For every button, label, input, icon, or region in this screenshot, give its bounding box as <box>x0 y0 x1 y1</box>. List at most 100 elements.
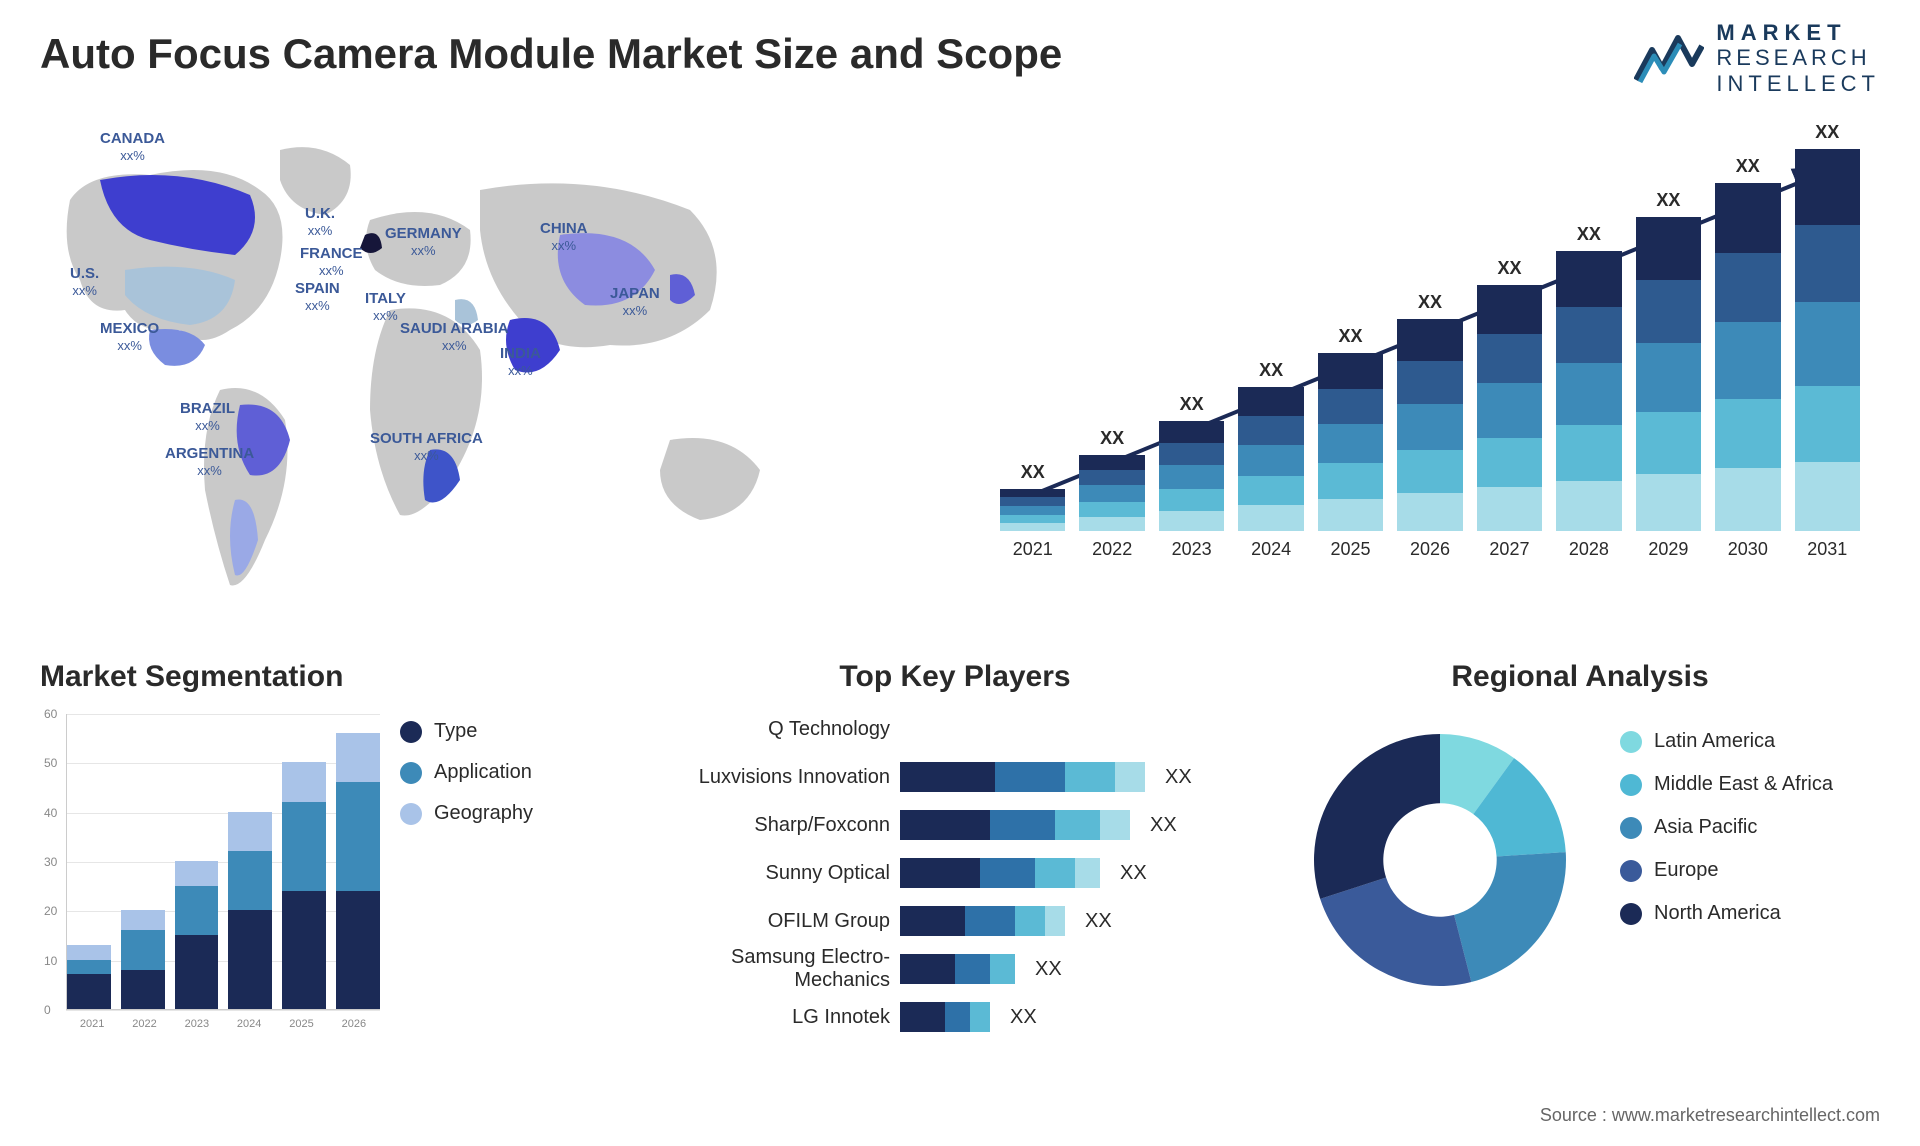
player-value: XX <box>1165 766 1192 789</box>
seg-bar <box>282 762 326 1009</box>
map-label: ARGENTINAxx% <box>165 445 254 479</box>
y-tick-label: 20 <box>44 904 57 918</box>
seg-bar <box>175 861 219 1009</box>
growth-year: 2021 <box>1013 539 1053 560</box>
growth-value: XX <box>1815 122 1839 143</box>
seg-segment <box>336 733 380 782</box>
map-label: FRANCExx% <box>300 245 363 279</box>
growth-segment <box>1636 217 1701 280</box>
growth-year: 2027 <box>1489 539 1529 560</box>
seg-segment <box>121 970 165 1009</box>
growth-segment <box>1159 511 1224 531</box>
player-name: Q Technology <box>640 718 890 741</box>
player-segment <box>995 762 1065 792</box>
map-label: MEXICOxx% <box>100 320 159 354</box>
player-segment <box>900 810 990 840</box>
player-segment <box>1035 858 1075 888</box>
legend-item: Latin America <box>1620 730 1833 753</box>
player-segment <box>1075 858 1100 888</box>
player-row: Luxvisions InnovationXX <box>640 758 1270 796</box>
map-svg <box>30 120 930 620</box>
growth-value: XX <box>1259 360 1283 381</box>
growth-value: XX <box>1100 428 1124 449</box>
growth-value: XX <box>1497 258 1521 279</box>
growth-bar: XX2030 <box>1715 156 1780 560</box>
map-label: BRAZILxx% <box>180 400 235 434</box>
growth-year: 2023 <box>1172 539 1212 560</box>
seg-segment <box>121 930 165 969</box>
player-segment <box>1045 906 1065 936</box>
regional-title: Regional Analysis <box>1300 660 1860 694</box>
players-title: Top Key Players <box>640 660 1270 694</box>
seg-bar <box>228 812 272 1009</box>
growth-segment <box>1795 462 1860 531</box>
player-segment <box>980 858 1035 888</box>
growth-segment <box>1636 343 1701 412</box>
growth-segment <box>1556 363 1621 425</box>
legend-label: Type <box>434 720 477 743</box>
growth-segment <box>1795 149 1860 225</box>
growth-segment <box>1556 307 1621 363</box>
legend-label: Europe <box>1654 859 1719 882</box>
growth-year: 2026 <box>1410 539 1450 560</box>
player-name: Samsung Electro-Mechanics <box>640 946 890 992</box>
player-value: XX <box>1035 958 1062 981</box>
y-tick-label: 30 <box>44 855 57 869</box>
seg-segment <box>336 782 380 891</box>
map-label: SAUDI ARABIAxx% <box>400 320 509 354</box>
player-segment <box>990 810 1055 840</box>
growth-year: 2031 <box>1807 539 1847 560</box>
growth-segment <box>1397 319 1462 361</box>
legend-label: Application <box>434 761 532 784</box>
x-tick-label: 2023 <box>185 1018 209 1030</box>
growth-segment <box>1000 515 1065 523</box>
seg-segment <box>228 910 272 1009</box>
growth-bar: XX2024 <box>1238 360 1303 560</box>
player-segment <box>965 906 1015 936</box>
logo-line3: INTELLECT <box>1716 71 1880 96</box>
legend-label: Geography <box>434 802 533 825</box>
seg-segment <box>175 935 219 1009</box>
growth-value: XX <box>1577 224 1601 245</box>
player-bar <box>900 858 1100 888</box>
growth-segment <box>1397 404 1462 451</box>
growth-segment <box>1397 450 1462 492</box>
growth-segment <box>1159 489 1224 511</box>
growth-chart: XX2021XX2022XX2023XX2024XX2025XX2026XX20… <box>1000 160 1860 590</box>
x-tick-label: 2024 <box>237 1018 261 1030</box>
legend-label: Middle East & Africa <box>1654 773 1833 796</box>
map-label: JAPANxx% <box>610 285 660 319</box>
seg-bar <box>67 945 111 1009</box>
y-tick-label: 60 <box>44 707 57 721</box>
growth-bar: XX2025 <box>1318 326 1383 560</box>
growth-segment <box>1715 322 1780 399</box>
player-name: LG Innotek <box>640 1006 890 1029</box>
source-credit: Source : www.marketresearchintellect.com <box>1540 1105 1880 1126</box>
legend-swatch <box>1620 860 1642 882</box>
growth-segment <box>1238 476 1303 505</box>
growth-bar: XX2026 <box>1397 292 1462 560</box>
growth-segment <box>1079 485 1144 502</box>
legend-swatch <box>400 762 422 784</box>
growth-segment <box>1556 251 1621 307</box>
growth-segment <box>1795 302 1860 386</box>
growth-segment <box>1636 412 1701 475</box>
player-row: LG InnotekXX <box>640 998 1270 1036</box>
growth-segment <box>1477 334 1542 383</box>
player-bar <box>900 906 1065 936</box>
legend-swatch <box>400 803 422 825</box>
seg-segment <box>67 960 111 975</box>
player-segment <box>1055 810 1100 840</box>
seg-segment <box>67 945 111 960</box>
player-segment <box>1065 762 1115 792</box>
growth-year: 2022 <box>1092 539 1132 560</box>
growth-year: 2030 <box>1728 539 1768 560</box>
player-segment <box>945 1002 970 1032</box>
player-segment <box>1100 810 1130 840</box>
growth-segment <box>1477 383 1542 437</box>
growth-segment <box>1477 438 1542 487</box>
growth-bar: XX 2031 <box>1795 122 1860 560</box>
regional-donut <box>1300 720 1580 1000</box>
regional-section: Regional Analysis Latin AmericaMiddle Ea… <box>1300 660 1860 694</box>
player-value: XX <box>1150 814 1177 837</box>
